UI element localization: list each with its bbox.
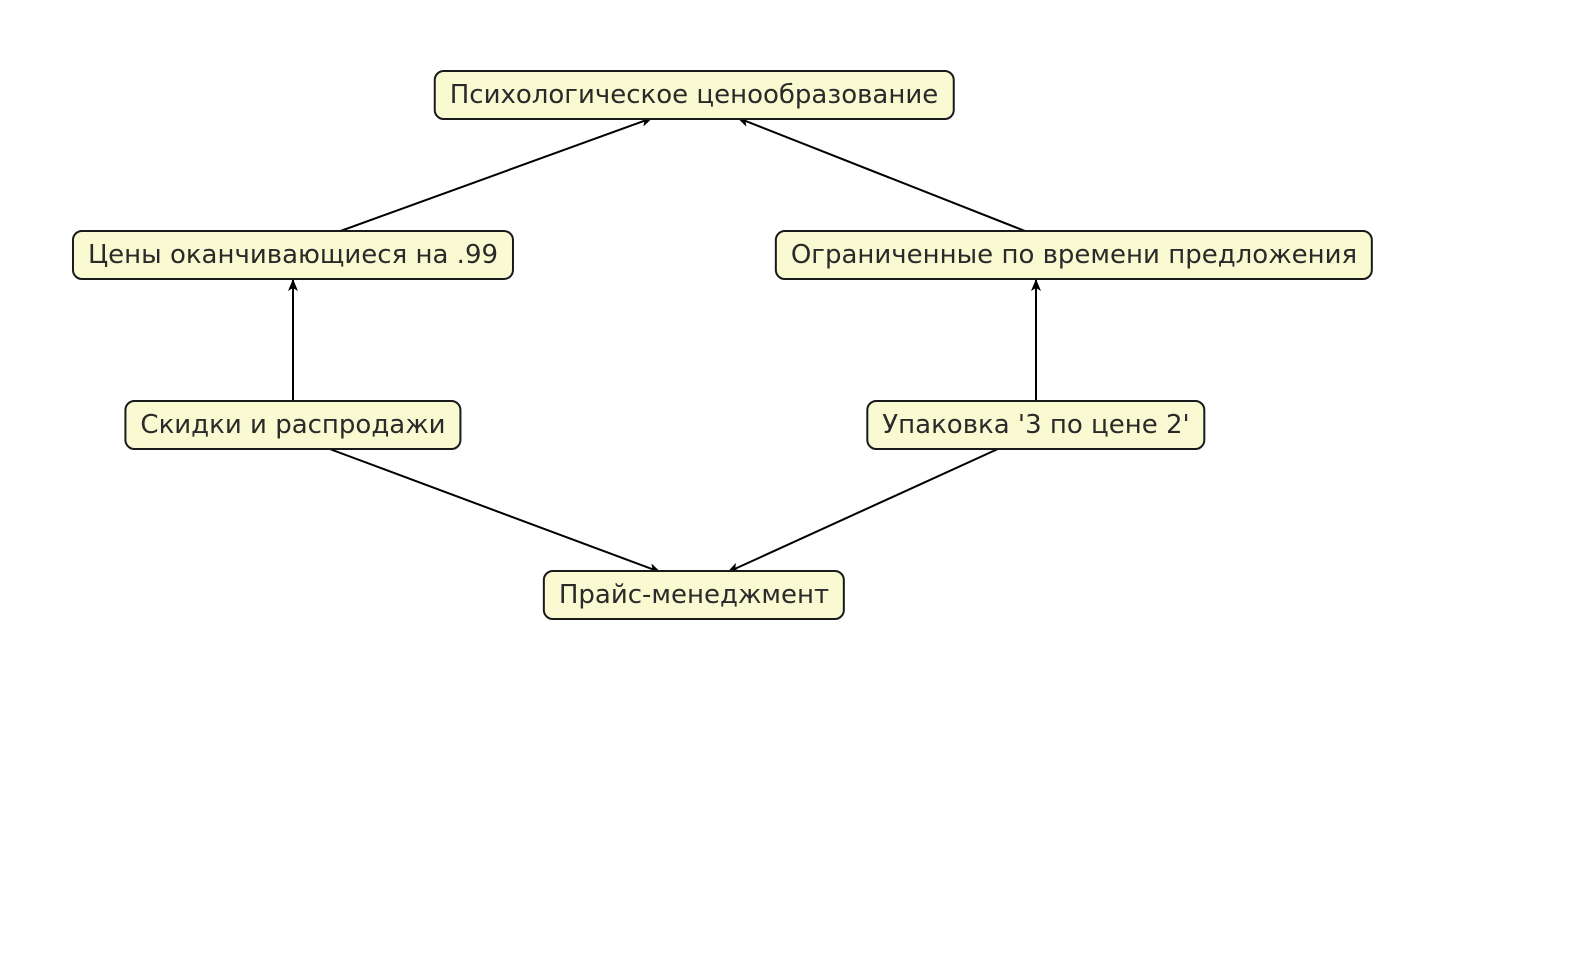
node-bottom: Прайс-менеджмент [543, 570, 845, 620]
node-right2: Ограниченные по времени предложения [775, 230, 1373, 280]
edge-right3-to-bottom [728, 448, 1000, 572]
node-left2: Цены оканчивающиеся на .99 [72, 230, 514, 280]
node-right3: Упаковка '3 по цене 2' [866, 400, 1205, 450]
diagram-edges [0, 0, 1589, 964]
edge-right2-to-top [738, 118, 1030, 233]
node-top: Психологическое ценообразование [434, 70, 955, 120]
edge-left3-to-bottom [327, 448, 660, 572]
node-left3: Скидки и распродажи [124, 400, 461, 450]
edge-left2-to-top [335, 118, 652, 233]
